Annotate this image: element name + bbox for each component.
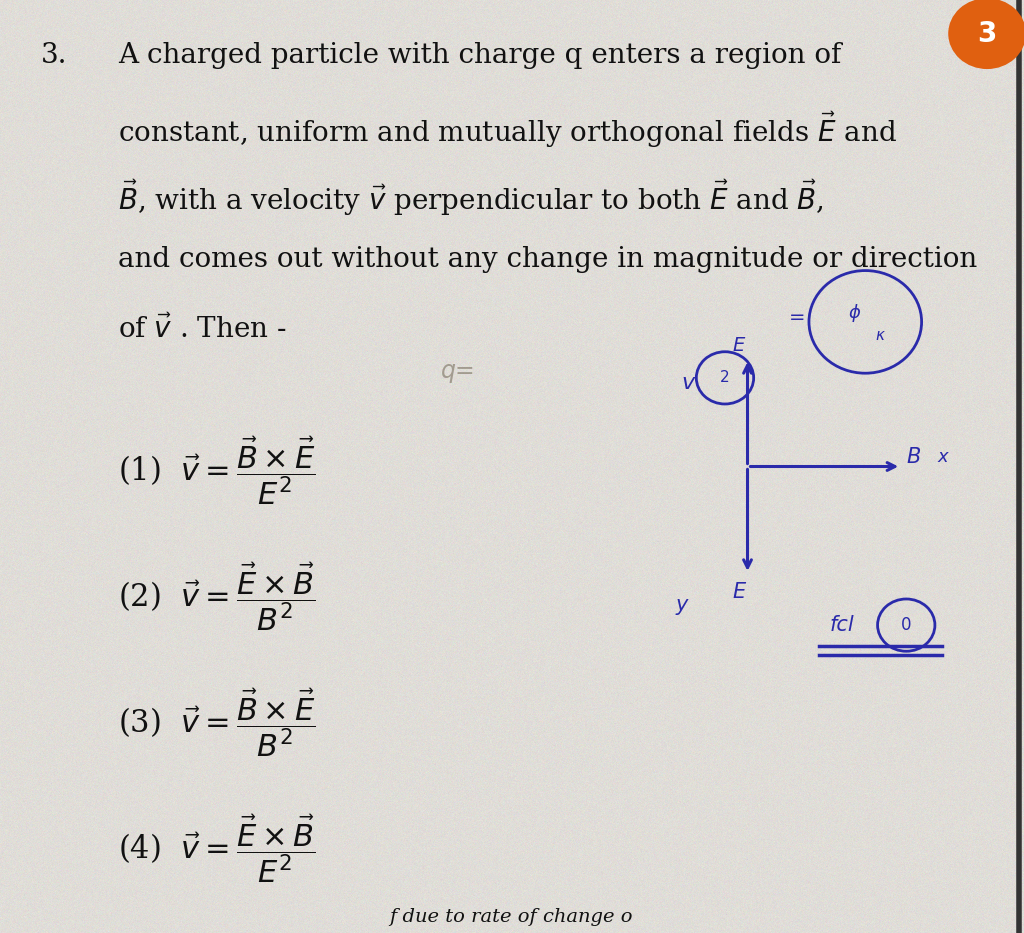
- Text: and comes out without any change in magnitude or direction: and comes out without any change in magn…: [118, 246, 977, 273]
- Text: =: =: [788, 308, 805, 327]
- Circle shape: [948, 0, 1024, 69]
- Text: $q$=: $q$=: [440, 361, 474, 385]
- Text: 2: 2: [720, 370, 730, 385]
- Text: $\kappa$: $\kappa$: [876, 328, 886, 343]
- Text: $\phi$: $\phi$: [849, 301, 861, 324]
- Text: $x$: $x$: [937, 448, 950, 466]
- Text: 3: 3: [978, 20, 996, 48]
- Text: 3.: 3.: [41, 42, 68, 69]
- Text: of $\vec{v}$ . Then -: of $\vec{v}$ . Then -: [118, 314, 286, 343]
- Text: 0: 0: [901, 616, 911, 634]
- Text: E: E: [732, 336, 744, 355]
- Text: fcl: fcl: [829, 615, 854, 635]
- Text: A charged particle with charge q enters a region of: A charged particle with charge q enters …: [118, 42, 841, 69]
- Text: (1)  $\vec{v} = \dfrac{\vec{B}\times\vec{E}}{E^2}$: (1) $\vec{v} = \dfrac{\vec{B}\times\vec{…: [118, 434, 315, 507]
- Text: (4)  $\vec{v} = \dfrac{\vec{E}\times\vec{B}}{E^2}$: (4) $\vec{v} = \dfrac{\vec{E}\times\vec{…: [118, 812, 315, 884]
- Text: $v$: $v$: [681, 372, 696, 393]
- Text: constant, uniform and mutually orthogonal fields $\vec{E}$ and: constant, uniform and mutually orthogona…: [118, 110, 897, 150]
- Text: $B$: $B$: [906, 447, 922, 467]
- Text: y: y: [676, 594, 688, 615]
- Text: (3)  $\vec{v} = \dfrac{\vec{B}\times\vec{E}}{B^2}$: (3) $\vec{v} = \dfrac{\vec{B}\times\vec{…: [118, 686, 315, 759]
- Text: $\vec{B}$, with a velocity $\vec{v}$ perpendicular to both $\vec{E}$ and $\vec{B: $\vec{B}$, with a velocity $\vec{v}$ per…: [118, 178, 824, 218]
- Text: E: E: [732, 582, 745, 603]
- Text: f due to rate of change o: f due to rate of change o: [389, 908, 633, 926]
- Text: (2)  $\vec{v} = \dfrac{\vec{E}\times\vec{B}}{B^2}$: (2) $\vec{v} = \dfrac{\vec{E}\times\vec{…: [118, 560, 315, 633]
